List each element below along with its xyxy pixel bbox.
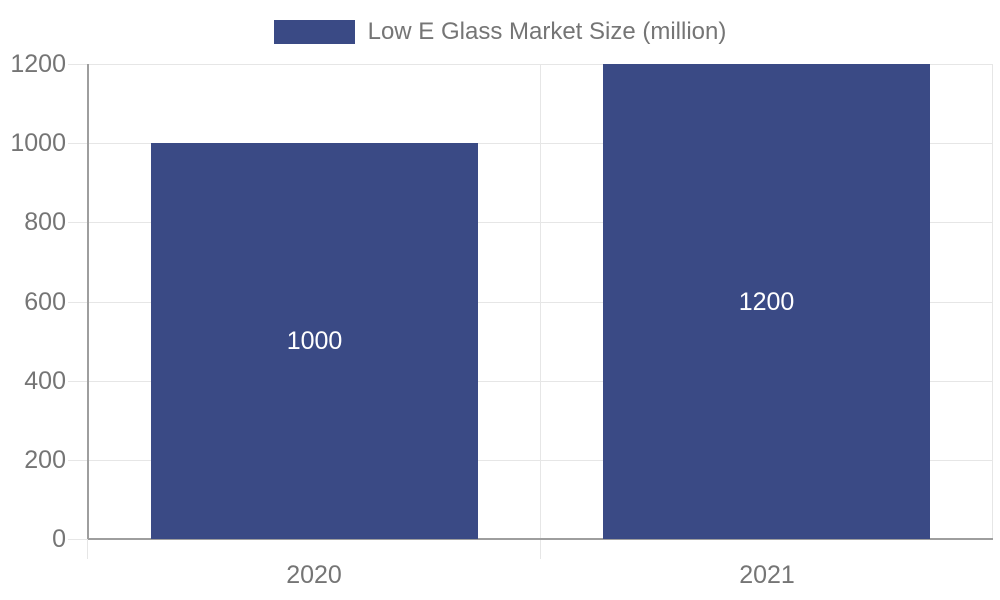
y-axis-tick-label: 200: [24, 445, 66, 474]
category-boundary-line: [540, 64, 541, 559]
gridline: [68, 143, 993, 145]
y-axis-tick-label: 800: [24, 208, 66, 237]
y-axis-tick-label: 0: [52, 525, 66, 553]
y-axis-tick-label: 400: [24, 366, 66, 395]
bar: [603, 64, 930, 539]
bar-value-label: 1200: [738, 288, 795, 316]
gridline: [68, 459, 993, 461]
gridline: [68, 301, 993, 303]
gridline: [68, 222, 993, 224]
chart-legend: Low E Glass Market Size (million): [0, 20, 1000, 44]
bar-value-label: 1000: [286, 327, 343, 355]
x-axis-label: 2020: [286, 561, 342, 589]
y-axis-tick-label: 1200: [10, 50, 66, 78]
bar: [151, 143, 478, 539]
gridline: [68, 380, 993, 382]
y-axis-tick-label: 600: [24, 287, 66, 316]
x-axis-tick: [87, 539, 88, 559]
legend-label: Low E Glass Market Size (million): [367, 18, 727, 45]
y-axis-tick-label: 1000: [10, 129, 66, 158]
x-axis-label: 2021: [739, 561, 795, 589]
category-boundary-line: [992, 64, 993, 539]
y-axis-line: [87, 64, 89, 539]
legend-swatch: [273, 20, 355, 44]
x-axis-line: [88, 538, 993, 540]
gridline: [68, 64, 993, 65]
